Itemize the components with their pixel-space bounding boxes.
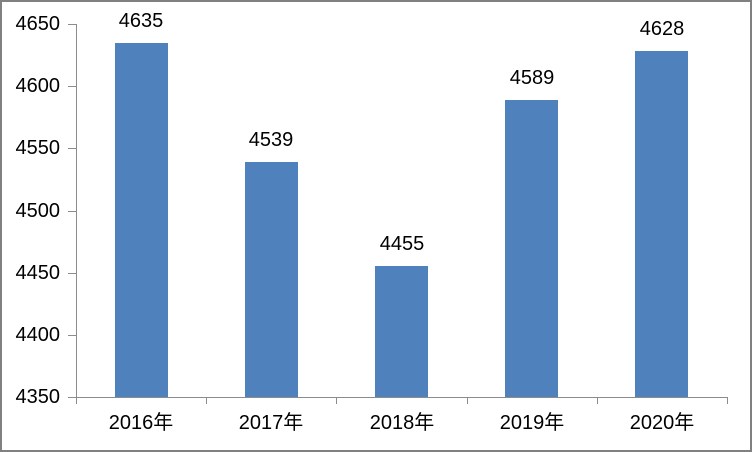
x-tick	[467, 397, 468, 404]
y-tick	[68, 335, 76, 336]
x-tick	[597, 397, 598, 404]
y-tick	[68, 397, 76, 398]
x-axis-label: 2018年	[369, 412, 435, 434]
x-tick	[76, 397, 77, 404]
y-axis-label: 4650	[15, 13, 61, 35]
bar-value-label: 4539	[248, 129, 294, 151]
y-axis-label: 4600	[15, 75, 61, 97]
bar	[115, 43, 168, 397]
bar-value-label: 4635	[118, 10, 164, 32]
bar-value-label: 4628	[639, 18, 685, 40]
y-axis-label: 4550	[15, 137, 61, 159]
x-axis-label: 2020年	[629, 412, 695, 434]
y-axis-line	[76, 24, 77, 398]
x-axis-label: 2016年	[108, 412, 174, 434]
bar	[635, 51, 688, 397]
y-axis-label: 4450	[15, 262, 61, 284]
bar-value-label: 4589	[509, 67, 555, 89]
y-tick	[68, 24, 76, 25]
x-tick	[206, 397, 207, 404]
y-tick	[68, 86, 76, 87]
bar	[245, 162, 298, 397]
y-axis-label: 4400	[15, 324, 61, 346]
bar	[505, 100, 558, 397]
x-tick	[727, 397, 728, 404]
y-tick	[68, 148, 76, 149]
y-tick	[68, 211, 76, 212]
x-tick	[336, 397, 337, 404]
bar	[375, 266, 428, 397]
y-axis-label: 4500	[15, 200, 61, 222]
y-tick	[68, 273, 76, 274]
x-axis-label: 2019年	[499, 412, 565, 434]
x-axis-line	[76, 397, 728, 398]
bar-value-label: 4455	[379, 233, 425, 255]
y-axis-label: 4350	[15, 386, 61, 408]
x-axis-label: 2017年	[238, 412, 304, 434]
